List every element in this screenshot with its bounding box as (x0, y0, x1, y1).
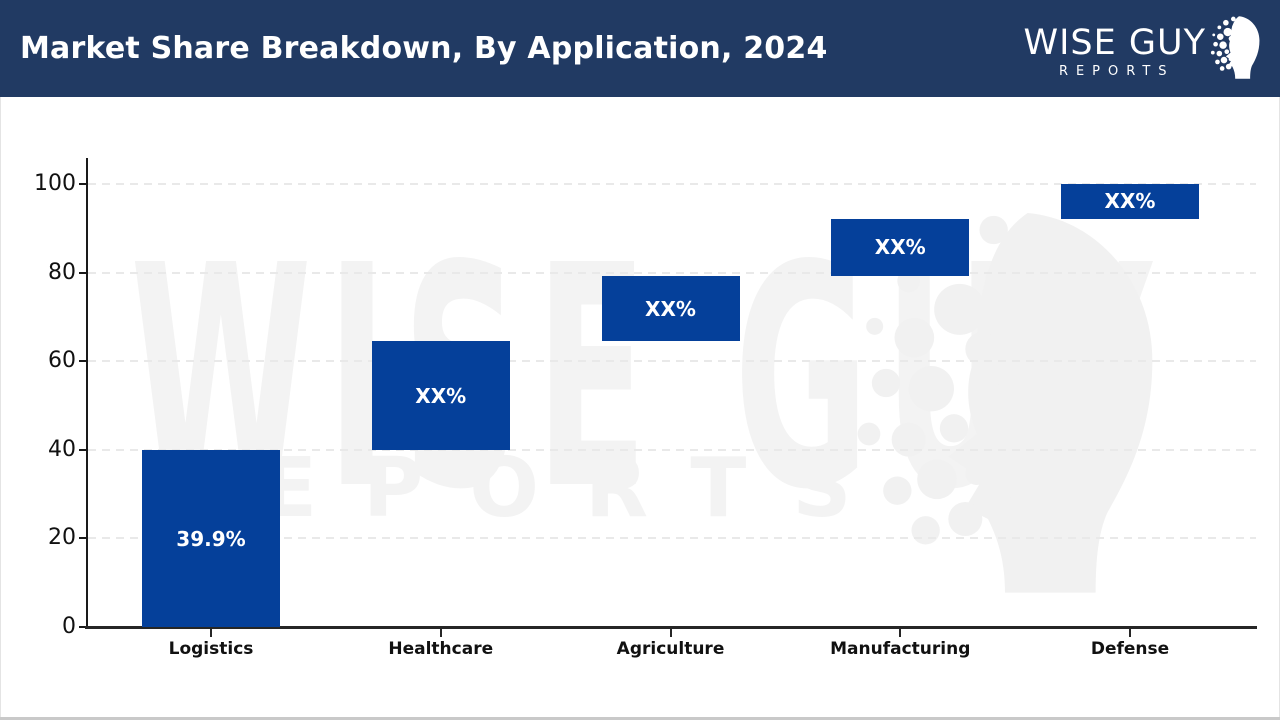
y-tick-label: 20 (48, 525, 76, 551)
y-tick-label: 80 (48, 259, 76, 285)
bottom-border (0, 717, 1280, 720)
logo-subtext: REPORTS (1058, 63, 1175, 79)
y-tick-label: 100 (34, 171, 76, 197)
x-tick-mark (1129, 629, 1131, 637)
bar-value-label: XX% (415, 383, 467, 408)
x-tick-mark (669, 629, 672, 637)
y-tick-mark (79, 183, 87, 186)
y-tick-mark (79, 626, 87, 628)
y-tick-label: 60 (48, 348, 76, 374)
y-tick-mark (79, 271, 87, 274)
gridline-y-40 (88, 448, 1256, 451)
y-tick-label: 0 (62, 614, 76, 639)
gridline-y-60 (88, 360, 1256, 363)
y-tick-mark (79, 537, 87, 540)
brand-logo: WISE GUY REPORTS (1023, 8, 1266, 86)
bar-value-label: XX% (874, 235, 926, 260)
bar-agriculture: XX% (601, 276, 740, 342)
bar-manufacturing: XX% (831, 218, 970, 277)
x-tick-mark (899, 629, 902, 637)
bar-healthcare: XX% (371, 341, 510, 451)
bar-value-label: 39.9% (176, 526, 246, 551)
chart-title: Market Share Breakdown, By Application, … (20, 31, 828, 66)
x-tick-label: Agriculture (616, 639, 725, 659)
logo-wordmark: WISE GUY (1023, 22, 1206, 63)
x-axis-line (85, 626, 1257, 629)
gridline-y-80 (88, 271, 1256, 274)
y-tick-label: 40 (48, 436, 76, 462)
bar-value-label: XX% (645, 296, 696, 321)
bar-logistics: 39.9% (142, 450, 280, 627)
x-tick-label: Logistics (168, 639, 254, 659)
bar-value-label: XX% (1104, 189, 1156, 214)
x-tick-mark (439, 629, 442, 637)
logo-head-icon (1210, 16, 1260, 79)
y-axis-line (86, 158, 88, 628)
gridline-y-20 (88, 537, 1256, 540)
bar-defense: XX% (1061, 184, 1199, 219)
x-tick-label: Defense (1090, 639, 1170, 659)
x-tick-label: Manufacturing (830, 639, 971, 659)
y-tick-mark (79, 360, 87, 363)
header: Market Share Breakdown, By Application, … (0, 0, 1280, 97)
y-tick-mark (79, 448, 87, 451)
x-tick-mark (210, 629, 212, 637)
x-tick-label: Healthcare (388, 639, 494, 659)
brand-logo-text: WISE GUY REPORTS (1023, 22, 1206, 79)
watermark-head-icon (857, 213, 1153, 593)
gridline-y-100 (88, 183, 1256, 186)
